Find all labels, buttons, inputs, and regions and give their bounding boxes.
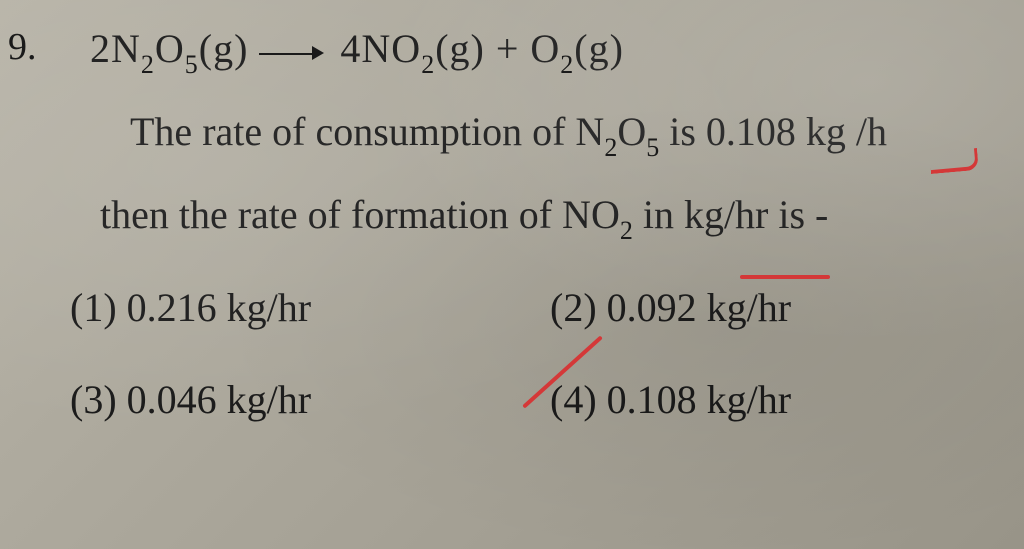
text: O [617, 109, 646, 154]
eq-rhs1: 4NO [340, 26, 421, 71]
eq-o: O [155, 26, 185, 71]
text: then the rate of formation of NO [100, 192, 620, 237]
option-3: (3) 0.046 kg/hr [70, 376, 550, 423]
text: is 0.108 kg /h [659, 109, 887, 154]
option-4: (4) 0.108 kg/hr [550, 376, 791, 423]
eq-g: (g) [199, 26, 249, 71]
eq-g: (g) [574, 26, 624, 71]
red-mark-kg-icon [929, 148, 979, 174]
question-text-line2: The rate of consumption of N2O5 is 0.108… [130, 108, 994, 161]
paper-texture [0, 0, 1024, 549]
sub: 2 [604, 133, 617, 162]
eq-sub: 2 [560, 50, 574, 79]
eq-lhs-coef: 2N [90, 26, 141, 71]
question-text-line3: then the rate of formation of NO2 in kg/… [100, 191, 994, 244]
text: The rate of consumption of N [130, 109, 604, 154]
sub: 2 [620, 216, 633, 245]
eq-sub: 2 [141, 50, 155, 79]
question-page: 9. 2N2O5(g) 4NO2(g) + O2(g) The rate of … [0, 0, 1024, 549]
red-mark-kghr-icon [740, 275, 830, 279]
chemical-equation: 2N2O5(g) 4NO2(g) + O2(g) [90, 25, 994, 78]
eq-g: (g) + O [435, 26, 560, 71]
option-2: (2) 0.092 kg/hr [550, 284, 791, 331]
option-1: (1) 0.216 kg/hr [70, 284, 550, 331]
eq-sub: 2 [421, 50, 435, 79]
sub: 5 [646, 133, 659, 162]
eq-sub: 5 [185, 50, 199, 79]
option-row: (1) 0.216 kg/hr (2) 0.092 kg/hr [70, 284, 994, 331]
text: in kg/hr is - [633, 192, 829, 237]
question-number: 9. [8, 25, 37, 69]
